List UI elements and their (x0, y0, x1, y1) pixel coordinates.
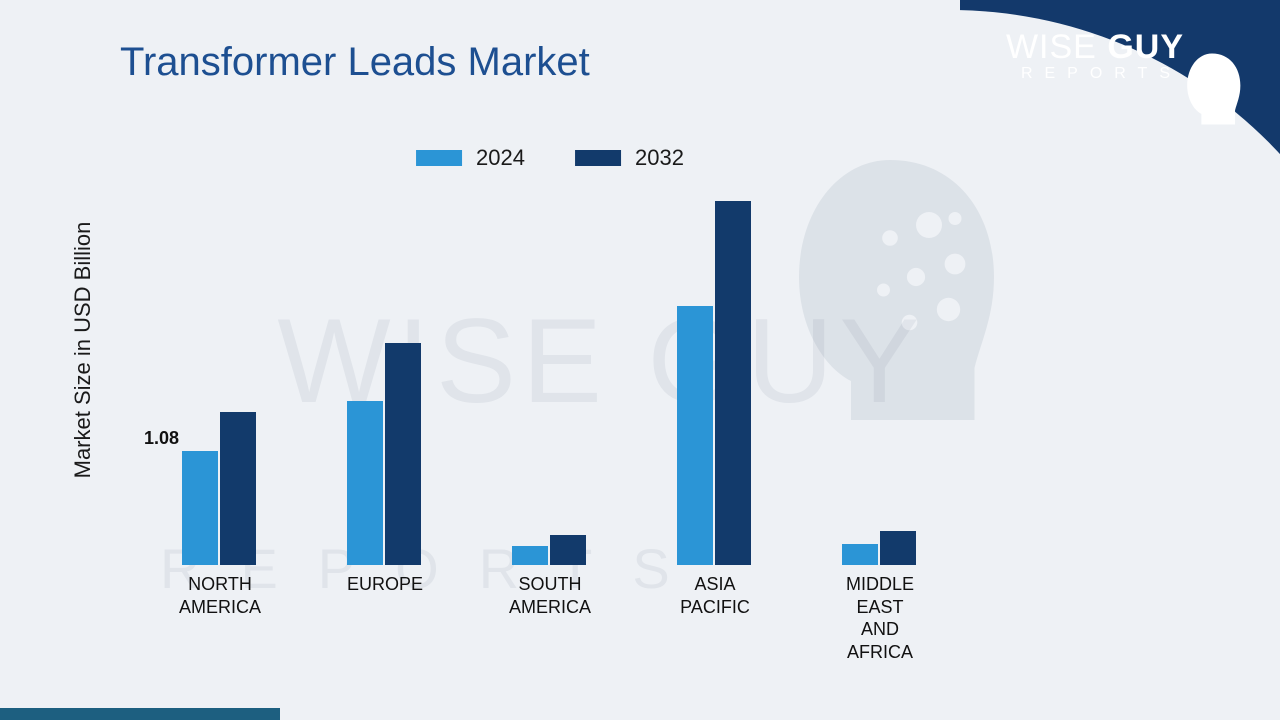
bar-2024 (347, 401, 383, 565)
plot-area: 2024 2032 1.08 (140, 145, 960, 565)
bar-2024 (677, 306, 713, 565)
x-label: NORTH AMERICA (150, 573, 290, 618)
bar-2032 (385, 343, 421, 565)
value-label: 1.08 (144, 428, 179, 449)
legend: 2024 2032 (416, 145, 684, 171)
x-label: EUROPE (315, 573, 455, 596)
x-label: MIDDLE EAST AND AFRICA (810, 573, 950, 663)
legend-swatch-2024 (416, 150, 462, 166)
bar-2032 (550, 535, 586, 565)
x-label: ASIA PACIFIC (645, 573, 785, 618)
page-root: WISE GUY REPORTS Transformer Leads Marke… (0, 0, 1280, 720)
bar-2024 (842, 544, 878, 565)
brand-word1: WISE (1006, 28, 1097, 66)
y-axis-label-wrap: Market Size in USD Billion (68, 135, 98, 565)
legend-label-2024: 2024 (476, 145, 525, 171)
brand-logo: WISE GUY REPORTS (1066, 28, 1244, 83)
bar-2032 (220, 412, 256, 565)
brand-word2: GUY (1107, 28, 1184, 66)
bar-2024 (512, 546, 548, 565)
y-axis-label: Market Size in USD Billion (70, 222, 96, 479)
legend-item-2024: 2024 (416, 145, 525, 171)
bottom-accent-bar (0, 708, 280, 720)
chart-title: Transformer Leads Market (120, 40, 590, 85)
x-label: SOUTH AMERICA (480, 573, 620, 618)
bar-2032 (715, 201, 751, 565)
legend-item-2032: 2032 (575, 145, 684, 171)
brand-line2: REPORTS (1006, 65, 1184, 83)
legend-swatch-2032 (575, 150, 621, 166)
bar-2024 (182, 451, 218, 565)
legend-label-2032: 2032 (635, 145, 684, 171)
brand-line1: WISE GUY (1006, 28, 1184, 67)
bar-chart: Market Size in USD Billion 2024 2032 1.0… (50, 135, 970, 695)
bar-2032 (880, 531, 916, 565)
brand-head-icon (1176, 50, 1248, 128)
